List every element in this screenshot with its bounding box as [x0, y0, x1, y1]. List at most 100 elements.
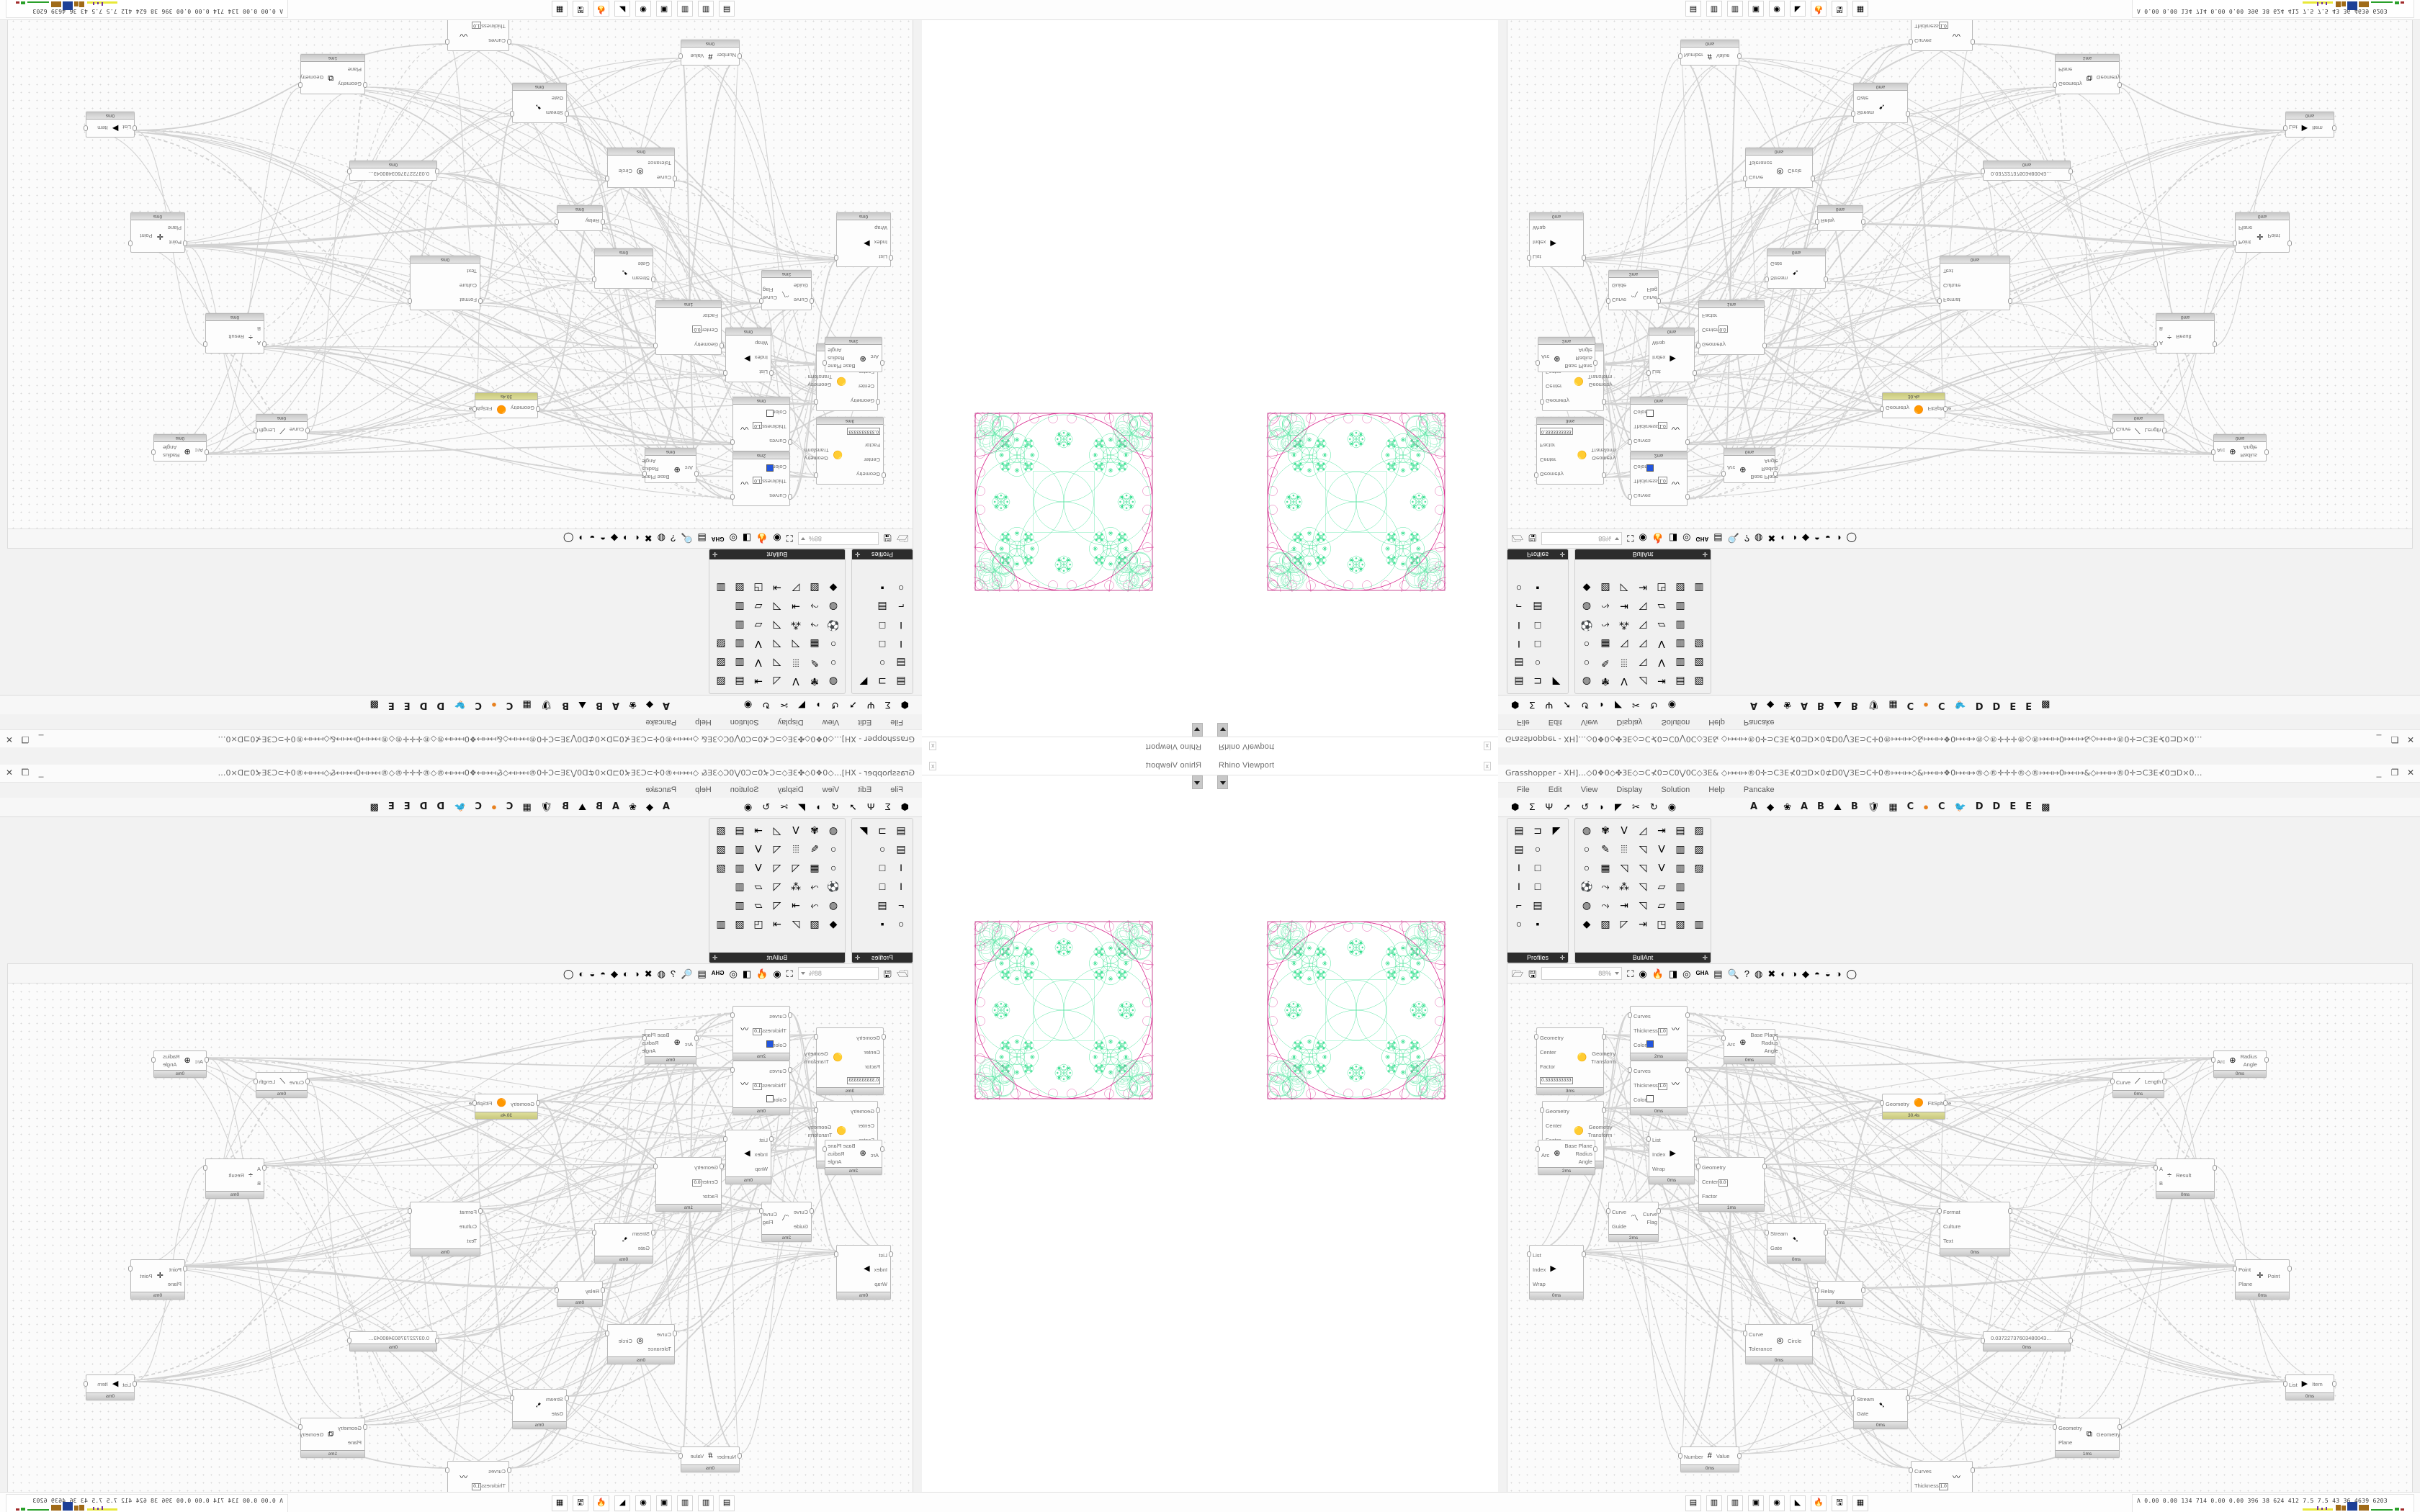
input-port[interactable]: Stream	[1857, 1392, 1874, 1405]
input-port[interactable]: List	[2289, 122, 2298, 135]
input-port[interactable]: Text	[1943, 1233, 1960, 1246]
plugin-a2-icon[interactable]: A	[611, 801, 620, 812]
component-button[interactable]	[1548, 654, 1565, 672]
component-button[interactable]: ▨	[1694, 824, 1704, 836]
input-nub[interactable]	[205, 1057, 209, 1063]
input-port[interactable]: Center	[847, 1045, 880, 1058]
input-nub[interactable]	[478, 1208, 483, 1214]
component-button[interactable]: ▦	[810, 862, 820, 873]
component-button[interactable]	[855, 598, 872, 616]
gh-component[interactable]: Stream Gate ➷ 0ms	[1765, 248, 1828, 289]
output-port[interactable]: Geometry	[1588, 1124, 1613, 1130]
component-button[interactable]: ◳	[753, 582, 763, 594]
grasshopper-canvas[interactable]: 🗁 🖫 88% ⛶ ◉ 🔥 ◨ ◎ GHA ▤ 🔍? ◍ ✖ ◐ ◑ ◆ ◓ ◒ ◑ ◯ Geometry Center…	[7, 17, 913, 549]
terminal-icon[interactable]: ▤	[1685, 1495, 1701, 1511]
floppy-icon[interactable]: 🖫	[1832, 1, 1847, 17]
output-port[interactable]: Base Plane	[1564, 363, 1592, 369]
plugin-e2-icon[interactable]: E	[387, 801, 395, 812]
output-port[interactable]: Circle	[618, 168, 632, 175]
output-nub[interactable]	[128, 1266, 133, 1272]
display-icon[interactable]: ◉	[1667, 700, 1677, 711]
component-button[interactable]: ◸	[792, 582, 800, 594]
gh-component[interactable]: Relay 0ms	[1815, 1281, 1865, 1307]
vector-icon[interactable]: ➚	[848, 801, 857, 812]
component-button[interactable]: ✎	[1601, 657, 1610, 669]
gh-component[interactable]: Point Plane ✛ Point 0ms	[128, 1259, 187, 1300]
output-nub[interactable]	[510, 111, 514, 117]
component-button[interactable]: ⤳	[1601, 881, 1610, 892]
input-port[interactable]: Center	[1546, 381, 1569, 394]
output-nub[interactable]	[2162, 1079, 2166, 1084]
canvas-toolbar[interactable]: 🗁 🖫 88% ⛶ ◉ 🔥 ◨ ◎ GHA ▤ 🔍? ◍ ✖ ◐ ◑ ◆ ◓ ◒ ◑ ◯	[7, 528, 913, 548]
save-file-icon[interactable]: 🖫	[883, 968, 892, 979]
component-button[interactable]: ◍	[1582, 899, 1592, 911]
expand-icon[interactable]: ✛	[1559, 551, 1565, 558]
gh-component[interactable]: List ▶ Item 0ms	[84, 1374, 137, 1400]
shield-icon[interactable]: 🛡	[1867, 700, 1880, 711]
input-nub[interactable]	[2154, 1165, 2158, 1171]
component-button[interactable]: ⇥	[1657, 824, 1666, 836]
input-port[interactable]: Curves	[1914, 1464, 1948, 1477]
input-port[interactable]: Culture	[1943, 280, 1960, 293]
input-port[interactable]: Wrap	[874, 222, 887, 235]
menu-item-edit[interactable]: Edit	[1548, 718, 1562, 726]
gh-component[interactable]: Format Culture Text 0ms	[1937, 1202, 2012, 1256]
zoom-extents-icon[interactable]: ⛶	[786, 533, 793, 544]
input-nub[interactable]	[507, 1467, 511, 1473]
component-button[interactable]: ▤	[1514, 843, 1524, 855]
maths-icon[interactable]: Σ	[884, 801, 891, 812]
input-port[interactable]: Plane	[338, 64, 362, 77]
preview-off-icon[interactable]: ◆	[611, 533, 619, 544]
component-button[interactable]: ◸	[792, 918, 800, 930]
input-nub[interactable]	[876, 1107, 880, 1113]
bird-icon[interactable]: 🐦	[454, 801, 466, 812]
input-nub[interactable]	[507, 39, 511, 45]
component-button[interactable]	[712, 878, 730, 895]
color-swatch[interactable]	[766, 410, 774, 418]
output-port[interactable]: Geometry	[1588, 382, 1613, 388]
input-port[interactable]: Wrap	[1533, 1277, 1546, 1290]
terrain-icon[interactable]: ⛰	[1833, 801, 1842, 812]
gh-component[interactable]: Relay 0ms	[1815, 205, 1865, 231]
gh-component[interactable]: Geometry 🟠 FitSphere 30.4s	[469, 1094, 540, 1120]
component-button[interactable]	[1548, 580, 1565, 597]
input-port[interactable]: Arc	[1727, 1037, 1735, 1050]
output-port[interactable]: Circle	[1788, 1337, 1802, 1344]
input-port[interactable]: Gate	[1770, 258, 1788, 271]
transform-icon[interactable]: ↻	[762, 700, 771, 711]
gh-component[interactable]: Stream Gate ➷ 0ms	[592, 248, 655, 289]
input-nub[interactable]	[1815, 219, 1819, 225]
input-port[interactable]: Curves	[1634, 1063, 1667, 1076]
component-button[interactable]: ⚽	[827, 620, 840, 631]
input-nub[interactable]	[673, 1331, 677, 1336]
component-button[interactable]	[855, 878, 872, 895]
input-nub[interactable]	[882, 472, 886, 478]
gh-component[interactable]: Arc ⊕ Radius Angle 0ms	[2211, 1050, 2269, 1078]
input-port[interactable]: Factor0.3333333333	[1540, 427, 1573, 453]
orange-dot-icon[interactable]: ●	[1923, 801, 1930, 812]
plugin-a-icon[interactable]: A	[1750, 801, 1758, 812]
component-button[interactable]: □	[879, 862, 886, 873]
menu-item-pancake[interactable]: Pancake	[645, 786, 677, 794]
plugin-b-icon[interactable]: B	[596, 700, 603, 711]
curve-icon[interactable]: ↺	[1581, 700, 1590, 711]
input-port[interactable]: Curves	[753, 436, 786, 449]
color-swatch[interactable]	[1646, 1040, 1654, 1048]
plugin-b2-icon[interactable]: B	[1850, 700, 1858, 711]
params-icon[interactable]: ⬢	[1511, 801, 1520, 812]
output-nub[interactable]	[1602, 399, 1606, 405]
input-port[interactable]: Geometry	[851, 1104, 874, 1117]
gh-component[interactable]: Curve Guide 〽 Curve Flag 2ms	[1606, 1202, 1661, 1242]
component-button[interactable]: ◍	[1582, 676, 1592, 688]
value-field[interactable]: 0.0	[1718, 325, 1728, 333]
rhino-viewport-tab-label[interactable]: Rhino Viewport	[1145, 742, 1201, 751]
plugin-a2-icon[interactable]: A	[1800, 801, 1809, 812]
input-port[interactable]: Color	[1634, 462, 1667, 474]
output-nub[interactable]	[642, 1035, 647, 1041]
component-button[interactable]: ⇥	[792, 899, 800, 911]
output-nub[interactable]	[814, 399, 818, 405]
plugin-d2-icon[interactable]: D	[1992, 700, 2001, 711]
output-port[interactable]: Point	[2267, 1272, 2280, 1279]
display-icon[interactable]: ◉	[743, 801, 753, 812]
sketch-icon[interactable]: ◨	[742, 533, 752, 544]
